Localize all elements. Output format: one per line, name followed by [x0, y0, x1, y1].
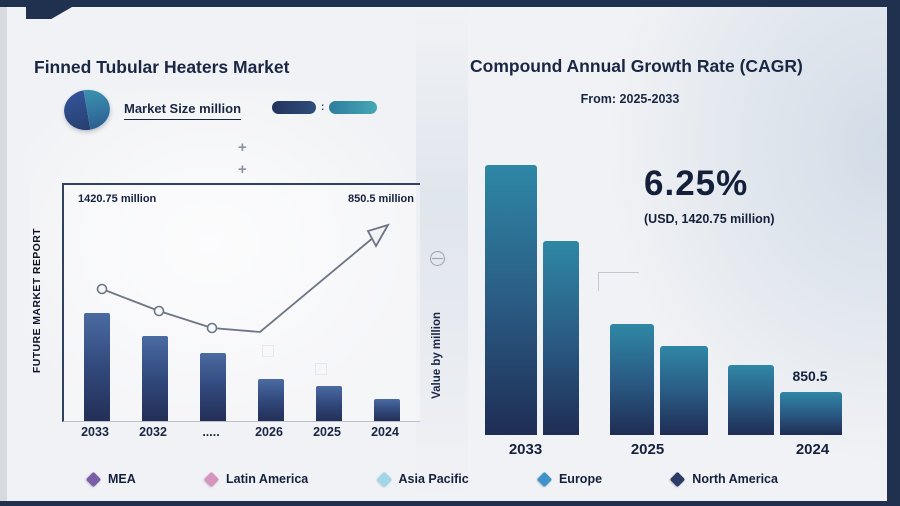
frame-left-strip — [0, 0, 7, 506]
right-x-label-2033: 2033 — [508, 441, 543, 458]
value-axis-label: Value by million — [430, 311, 443, 399]
right-bar-2024-primary — [728, 365, 774, 435]
legend-label: Asia Pacific — [398, 472, 469, 486]
market-size-legend: Market Size million — [60, 86, 242, 134]
right-chart: 850.5 2033 2025 2024 — [470, 160, 865, 458]
right-bar-2025-primary — [610, 324, 654, 435]
square-decor-icon — [315, 363, 327, 375]
cagr-note: (USD, 1420.75 million) — [644, 212, 775, 226]
legend-label: North America — [692, 472, 778, 486]
legend-label: Europe — [558, 472, 603, 486]
step-line-decor — [598, 272, 639, 291]
market-size-pie-icon — [60, 86, 114, 134]
circle-minus-icon — [430, 251, 445, 266]
left-bar-2024 — [374, 399, 400, 421]
right-bar-2033-primary — [485, 165, 537, 435]
legend-item-north-america: North America — [670, 471, 778, 487]
legend-diamond-icon — [536, 471, 553, 487]
left-bar-2033 — [84, 313, 110, 421]
pill-teal — [329, 101, 378, 114]
right-chart-annotation: 850.5 — [792, 368, 828, 384]
left-bar-..... — [200, 353, 226, 421]
legend-label: MEA — [108, 472, 136, 486]
right-x-label-2024: 2024 — [795, 441, 830, 458]
legend-item-latin-america: Latin America — [203, 471, 309, 487]
left-bar-2025 — [316, 386, 342, 421]
left-bar-2032 — [142, 336, 168, 421]
left-x-label-.....: ..... — [202, 425, 220, 439]
legend-diamond-icon — [203, 471, 220, 487]
left-x-label-2026: 2026 — [255, 425, 283, 439]
vertical-watermark: FUTURE MARKET REPORT — [31, 228, 43, 374]
left-x-label-2025: 2025 — [313, 425, 341, 439]
frame-bottom-strip — [0, 501, 900, 506]
left-x-label-2032: 2032 — [139, 425, 167, 439]
left-chart-panel: 1420.75 million 850.5 million — [62, 183, 420, 422]
legend-diamond-icon — [85, 471, 102, 487]
right-bar-2024-secondary — [780, 392, 842, 435]
cagr-value: 6.25% — [644, 164, 749, 203]
left-x-label-2024: 2024 — [371, 425, 399, 439]
right-x-label-2025: 2025 — [630, 441, 665, 458]
right-chart-subtitle: From: 2025-2033 — [580, 92, 680, 106]
right-bar-2033-secondary — [543, 241, 579, 435]
plus-mark-icon: + — [238, 139, 247, 156]
right-chart-title: Compound Annual Growth Rate (CAGR) — [470, 56, 803, 76]
legend-label: Latin America — [226, 472, 309, 486]
decorative-pills: : — [272, 101, 378, 114]
legend-item-asia-pacific: Asia Pacific — [376, 471, 469, 487]
left-chart-min-label: 850.5 million — [347, 193, 414, 205]
left-chart-title: Finned Tubular Heaters Market — [34, 57, 290, 77]
left-chart-xlabels: 2033 2032..... 2026 2025 2024 — [62, 425, 418, 439]
left-chart-max-label: 1420.75 million — [78, 193, 157, 205]
left-bar-2026 — [258, 379, 284, 421]
frame-corner-notch — [26, 7, 72, 19]
legend-diamond-icon — [376, 471, 392, 487]
right-bar-2025-secondary — [660, 346, 708, 435]
left-chart-bars — [64, 185, 420, 421]
plus-mark-icon: + — [238, 161, 247, 178]
pill-navy — [272, 101, 316, 114]
square-decor-icon — [262, 345, 274, 357]
legend-diamond-icon — [670, 471, 686, 487]
region-legend: MEA Latin America Asia Pacific Europe North … — [85, 471, 778, 487]
left-x-label-2033: 2033 — [81, 425, 109, 439]
frame-right-strip — [887, 0, 900, 506]
legend-item-mea: MEA — [85, 471, 136, 487]
legend-item-europe: Europe — [536, 471, 603, 487]
market-size-legend-label: Market Size million — [124, 101, 242, 120]
pill-separator: : — [321, 102, 325, 113]
frame-top-strip — [0, 0, 900, 7]
